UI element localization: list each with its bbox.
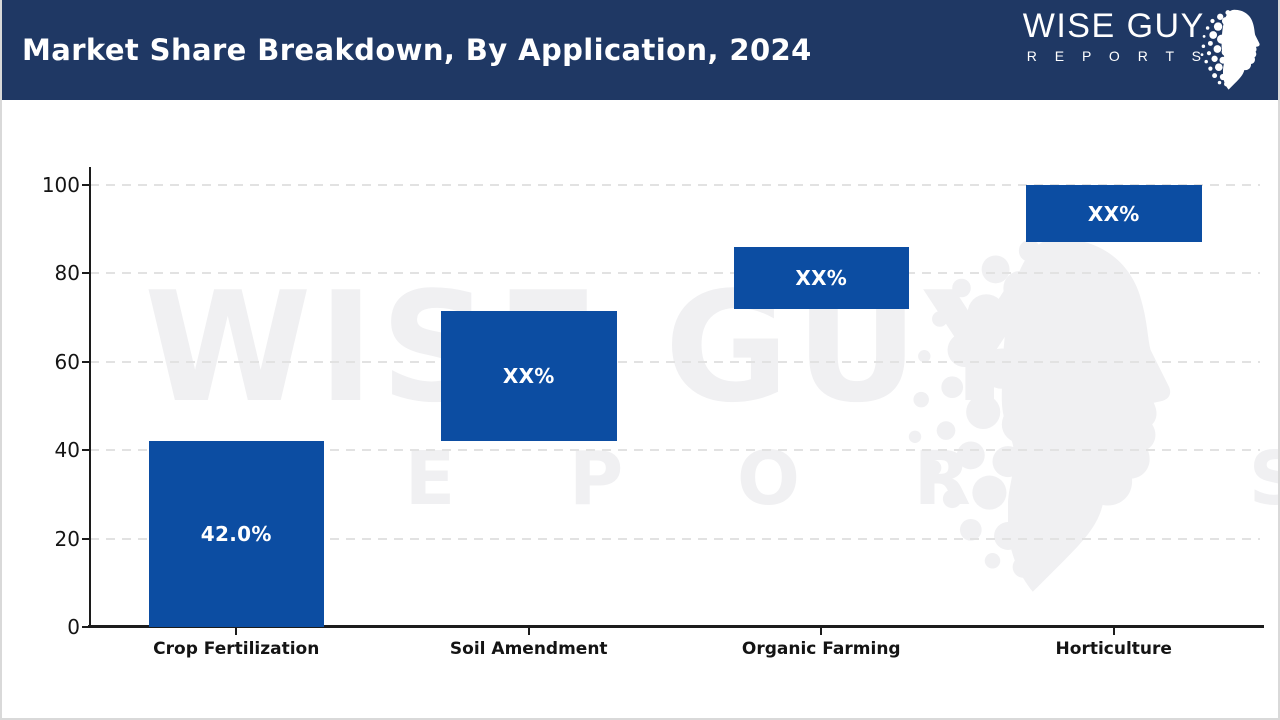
logo-line1: WISE GUY — [1022, 7, 1205, 45]
x-tick-mark — [527, 628, 530, 635]
x-tick-mark — [820, 628, 823, 635]
bar-value-label: XX% — [795, 265, 848, 290]
chart-title: Market Share Breakdown, By Application, … — [22, 33, 812, 67]
brand-logo: WISE GUY R E P O R T S — [1022, 7, 1268, 91]
x-tick-mark — [1112, 628, 1115, 635]
logo-wordmark: WISE GUY R E P O R T S — [1022, 7, 1208, 64]
y-tick-mark — [82, 360, 90, 363]
x-category-label: Soil Amendment — [449, 639, 608, 659]
y-gridline — [90, 272, 1260, 275]
header: Market Share Breakdown, By Application, … — [2, 0, 1278, 100]
y-tick-label: 100 — [41, 173, 80, 197]
bar-value-label: 42.0% — [200, 522, 272, 547]
y-tick-mark — [82, 449, 90, 452]
x-category-label: Organic Farming — [741, 639, 901, 659]
bar: XX% — [1026, 185, 1202, 243]
x-category-label: Crop Fertilization — [153, 639, 320, 659]
y-tick-mark — [82, 626, 90, 628]
y-tick-mark — [82, 184, 90, 186]
y-tick-label: 60 — [54, 349, 80, 374]
y-tick-mark — [82, 272, 90, 275]
y-gridline — [90, 360, 1260, 363]
x-axis-line — [88, 625, 1264, 628]
bar: XX% — [441, 310, 617, 442]
dotted-head-icon — [1200, 9, 1260, 90]
x-category-label: Horticulture — [1055, 639, 1172, 659]
y-tick-label: 20 — [54, 526, 80, 551]
y-axis-line — [89, 167, 91, 628]
y-tick-label: 80 — [54, 261, 80, 286]
logo-line2: R E P O R T S — [1026, 47, 1208, 64]
y-tick-mark — [82, 537, 90, 540]
bar: XX% — [733, 246, 909, 309]
y-tick-label: 0 — [67, 615, 80, 639]
y-tick-label: 40 — [54, 438, 80, 463]
watermark-head-icon — [874, 226, 1204, 598]
bar: 42.0% — [148, 441, 324, 627]
x-tick-mark — [235, 628, 238, 635]
y-gridline — [90, 537, 1260, 540]
y-gridline — [90, 184, 1260, 186]
bar-value-label: XX% — [1087, 201, 1140, 226]
bar-value-label: XX% — [502, 364, 555, 389]
y-gridline — [90, 449, 1260, 452]
